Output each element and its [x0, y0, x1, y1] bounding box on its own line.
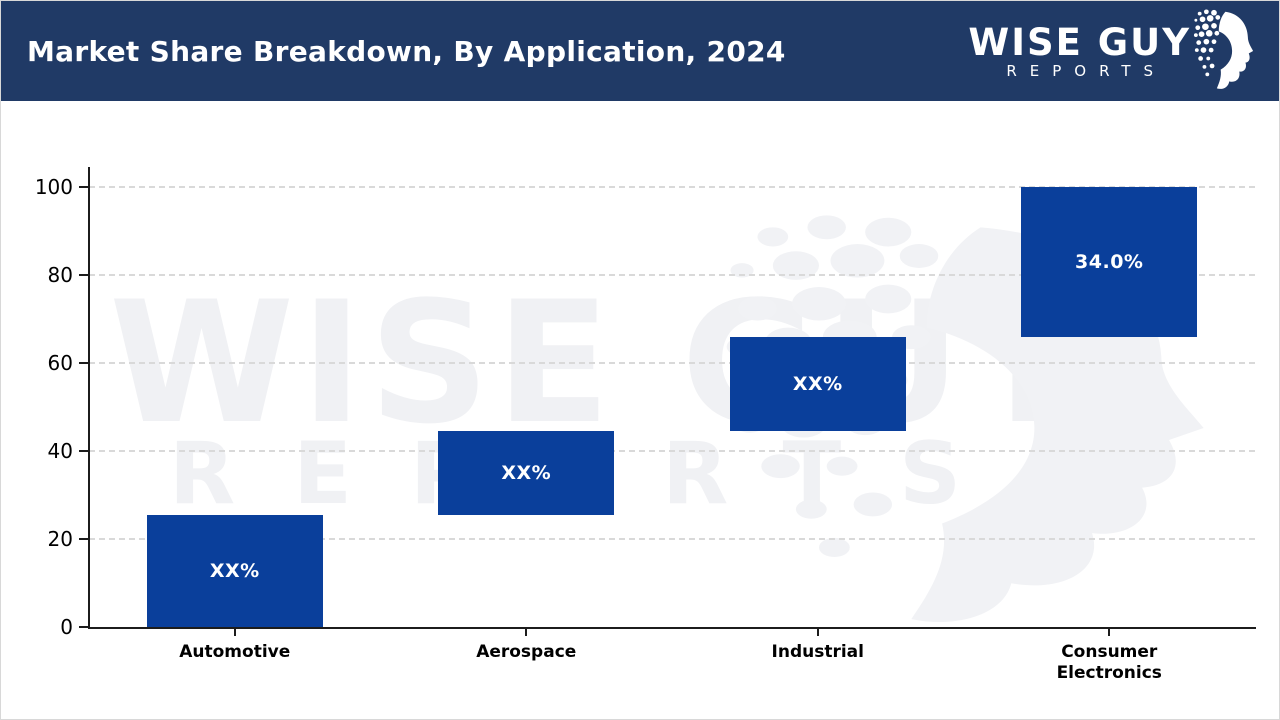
y-tick-mark	[79, 450, 88, 452]
x-tick-mark	[233, 629, 236, 636]
logo-text: WISE GUY REPORTS	[968, 24, 1191, 79]
bar: XX%	[146, 514, 323, 627]
gridline	[89, 186, 1255, 188]
bar-label: XX%	[209, 559, 260, 582]
gridline	[89, 450, 1255, 452]
bar: 34.0%	[1021, 187, 1198, 337]
gridline	[89, 362, 1255, 364]
x-tick-mark	[1108, 629, 1111, 636]
y-tick-label: 80	[47, 263, 73, 287]
wise-guy-logo: WISE GUY REPORTS	[968, 9, 1255, 93]
y-tick-mark	[79, 362, 88, 364]
plot-area: 0 20 40 60 80 100 XX% Automotive XX% Aerospace XX%…	[1, 101, 1279, 719]
gridline	[89, 274, 1255, 276]
x-axis-category-label: Industrial	[771, 642, 864, 662]
bar-label: 34.0%	[1075, 250, 1144, 273]
y-axis-line	[88, 167, 90, 629]
page-title: Market Share Breakdown, By Application, …	[27, 34, 786, 68]
bar-label: XX%	[792, 372, 843, 395]
bar: XX%	[438, 431, 615, 515]
y-tick-label: 20	[47, 527, 73, 551]
logo-head-icon	[1193, 9, 1254, 89]
y-tick-mark	[79, 274, 88, 276]
bar-label: XX%	[501, 461, 552, 484]
y-tick-mark	[79, 186, 88, 188]
logo-subtext: REPORTS	[1006, 61, 1167, 80]
x-tick-mark	[816, 629, 819, 636]
header-bar: Market Share Breakdown, By Application, …	[1, 1, 1279, 101]
y-tick-mark	[79, 626, 88, 628]
y-tick-label: 40	[47, 439, 73, 463]
gridline	[89, 538, 1255, 540]
y-tick-label: 60	[47, 351, 73, 375]
bar: XX%	[729, 336, 906, 432]
y-tick-label: 0	[60, 615, 73, 639]
y-tick-mark	[79, 538, 88, 540]
x-axis-category-label: Consumer Electronics	[1056, 642, 1162, 683]
x-axis-line	[88, 627, 1256, 629]
y-tick-label: 100	[34, 175, 73, 199]
chart-area: WISE GUY REPORTS 020406080100XX%Automoti…	[1, 101, 1279, 719]
x-axis-category-label: Automotive	[179, 642, 291, 662]
logo-wordmark: WISE GUY	[968, 20, 1191, 64]
x-axis-category-label: Aerospace	[476, 642, 577, 662]
x-tick-mark	[525, 629, 528, 636]
